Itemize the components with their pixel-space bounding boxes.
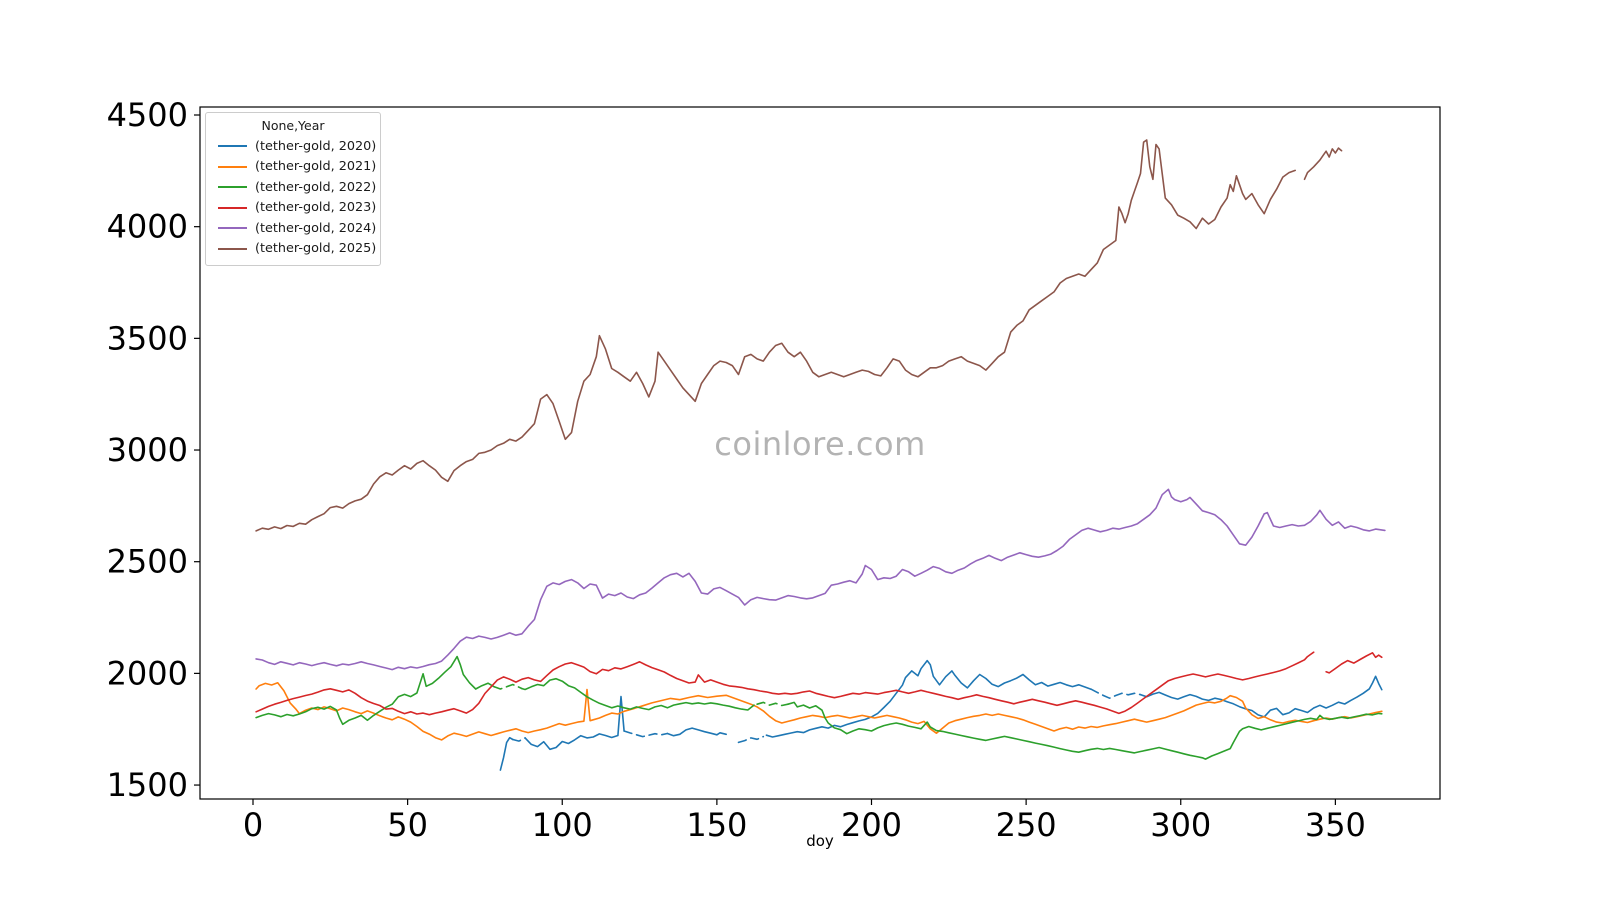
series-line-2022 bbox=[493, 683, 523, 690]
x-tick-label: 250 bbox=[996, 806, 1057, 844]
legend-swatch-2024-icon bbox=[218, 227, 247, 230]
x-tick-label: 200 bbox=[841, 806, 902, 844]
x-tick-label: 100 bbox=[532, 806, 593, 844]
legend-label-2025: (tether-gold, 2025) bbox=[255, 241, 377, 257]
series-line-2020 bbox=[623, 730, 669, 738]
series-line-2025 bbox=[1303, 147, 1343, 181]
series-line-2023 bbox=[255, 651, 1315, 716]
series-line-2020 bbox=[524, 695, 625, 751]
series-line-2020 bbox=[1090, 688, 1142, 700]
x-tick-label: 300 bbox=[1150, 806, 1211, 844]
series-line-2022 bbox=[521, 677, 755, 711]
x-tick-label: 350 bbox=[1305, 806, 1366, 844]
legend-swatch-2021-icon bbox=[218, 165, 247, 168]
y-tick-label: 4000 bbox=[107, 208, 188, 246]
legend-item-2023: (tether-gold, 2023) bbox=[212, 198, 377, 219]
x-tick-label: 150 bbox=[686, 806, 747, 844]
series-line-2022 bbox=[756, 701, 789, 707]
legend-label-2022: (tether-gold, 2022) bbox=[255, 179, 377, 195]
series-line-2024 bbox=[255, 488, 1386, 671]
legend-item-2024: (tether-gold, 2024) bbox=[212, 218, 377, 239]
legend-swatch-2022-icon bbox=[218, 186, 247, 189]
y-tick-label: 4500 bbox=[107, 96, 188, 134]
series-line-2020 bbox=[511, 737, 526, 742]
legend-item-2021: (tether-gold, 2021) bbox=[212, 157, 377, 178]
legend-label-2020: (tether-gold, 2020) bbox=[255, 138, 377, 154]
y-tick-label: 3500 bbox=[107, 319, 188, 357]
legend-label-2024: (tether-gold, 2024) bbox=[255, 220, 377, 236]
legend-swatch-2020-icon bbox=[218, 145, 247, 148]
series-line-2020 bbox=[765, 659, 1092, 738]
series-line-2020 bbox=[666, 727, 728, 737]
plot-frame bbox=[199, 106, 1441, 800]
watermark: coinlore.com bbox=[714, 425, 926, 463]
series-line-2020 bbox=[737, 735, 765, 744]
series-line-2021 bbox=[255, 681, 1383, 741]
y-tick-label: 3000 bbox=[107, 431, 188, 469]
series-line-2025 bbox=[255, 139, 1296, 532]
series-line-2023 bbox=[1325, 651, 1383, 674]
x-axis-label: doy bbox=[806, 832, 834, 850]
legend-title: None,Year bbox=[261, 118, 325, 133]
y-tick-label: 1500 bbox=[107, 766, 188, 804]
legend-swatch-2023-icon bbox=[218, 206, 247, 209]
x-tick-label: 0 bbox=[243, 806, 263, 844]
y-tick-label: 2000 bbox=[107, 654, 188, 692]
series-line-2022 bbox=[787, 701, 1383, 760]
series-line-2022 bbox=[255, 655, 496, 726]
series-line-2020 bbox=[1139, 675, 1383, 718]
y-tick-label: 2500 bbox=[107, 543, 188, 581]
legend-item-2020: (tether-gold, 2020) bbox=[212, 136, 377, 157]
legend-label-2023: (tether-gold, 2023) bbox=[255, 200, 377, 216]
legend-label-2021: (tether-gold, 2021) bbox=[255, 159, 377, 175]
legend-swatch-2025-icon bbox=[218, 247, 247, 250]
legend: None,Year (tether-gold, 2020) (tether-go… bbox=[205, 112, 381, 266]
series-line-2020 bbox=[499, 736, 514, 771]
legend-item-2022: (tether-gold, 2022) bbox=[212, 177, 377, 198]
legend-item-2025: (tether-gold, 2025) bbox=[212, 239, 377, 260]
x-tick-label: 50 bbox=[387, 806, 428, 844]
